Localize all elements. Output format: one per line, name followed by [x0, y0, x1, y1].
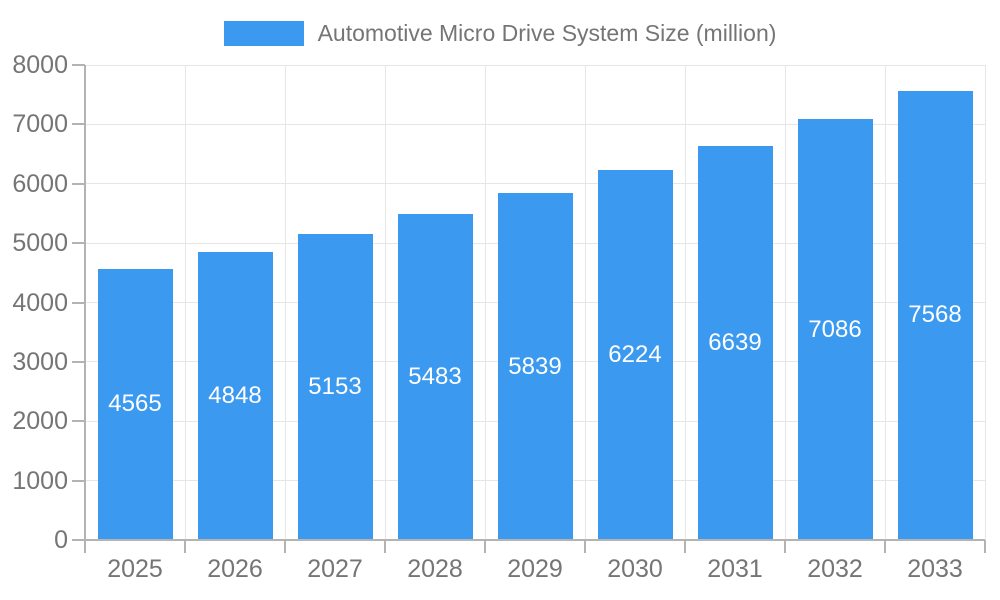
- x-axis-tick: [584, 540, 586, 553]
- bar-value-label: 4565: [108, 390, 162, 418]
- y-axis-tick: [72, 182, 85, 185]
- gridline-horizontal: [85, 183, 985, 185]
- gridline-vertical: [584, 65, 586, 540]
- legend-label: Automotive Micro Drive System Size (mill…: [317, 19, 777, 46]
- bar[interactable]: 5153: [297, 234, 373, 540]
- bar-value-label: 4848: [208, 382, 262, 410]
- bar[interactable]: 4565: [97, 268, 173, 540]
- bar-value-label: 6639: [708, 328, 762, 356]
- x-axis-label: 2025: [107, 555, 163, 583]
- x-axis-label: 2031: [707, 555, 763, 583]
- bar[interactable]: 7568: [897, 90, 973, 540]
- y-axis-tick: [72, 123, 85, 126]
- gridline-vertical: [884, 65, 886, 540]
- gridline-vertical: [784, 65, 786, 540]
- x-axis-tick: [984, 540, 986, 553]
- bar-value-label: 7568: [908, 301, 962, 329]
- bar-value-label: 7086: [808, 315, 862, 343]
- y-axis-label: 8000: [12, 51, 68, 79]
- y-axis-label: 2000: [12, 407, 68, 436]
- bar-value-label: 5483: [408, 363, 462, 391]
- gridline-vertical: [484, 65, 486, 540]
- y-axis-label: 3000: [12, 347, 68, 376]
- gridline-vertical: [184, 65, 186, 540]
- x-axis-tick: [684, 540, 686, 553]
- y-axis-tick: [72, 479, 85, 482]
- x-axis-label: 2029: [507, 555, 563, 583]
- y-axis-label: 7000: [12, 110, 68, 139]
- x-axis-tick: [184, 540, 186, 553]
- x-axis-label: 2030: [607, 555, 663, 583]
- bar[interactable]: 6639: [697, 145, 773, 540]
- y-axis-tick: [72, 420, 85, 423]
- x-axis-tick: [484, 540, 486, 553]
- y-axis-label: 5000: [12, 229, 68, 258]
- bar-value-label: 5839: [508, 352, 562, 380]
- x-axis-tick: [784, 540, 786, 553]
- y-axis-tick: [72, 64, 85, 66]
- bar-value-label: 6224: [608, 341, 662, 369]
- y-axis-label: 6000: [12, 169, 68, 198]
- gridline-vertical: [384, 65, 386, 540]
- gridline-horizontal: [85, 123, 985, 125]
- x-axis-line: [85, 539, 985, 541]
- gridline-horizontal: [85, 64, 985, 66]
- chart-legend[interactable]: Automotive Micro Drive System Size (mill…: [0, 16, 1000, 50]
- y-axis-line: [84, 65, 86, 553]
- bar[interactable]: 7086: [797, 119, 873, 540]
- x-axis-label: 2026: [207, 555, 263, 583]
- legend-swatch: [223, 20, 304, 46]
- x-axis-tick: [384, 540, 386, 553]
- bar[interactable]: 5839: [497, 193, 573, 540]
- gridline-vertical: [284, 65, 286, 540]
- y-axis-tick: [72, 242, 85, 245]
- y-axis-label: 0: [54, 526, 68, 554]
- x-axis-tick: [884, 540, 886, 553]
- bar[interactable]: 4848: [197, 252, 273, 540]
- x-axis-label: 2032: [807, 555, 863, 583]
- y-axis-label: 1000: [12, 466, 68, 495]
- y-axis-tick: [72, 539, 85, 541]
- bar[interactable]: 5483: [397, 214, 473, 540]
- x-axis-label: 2028: [407, 555, 463, 583]
- bar-value-label: 5153: [308, 373, 362, 400]
- y-axis-tick: [72, 301, 85, 304]
- gridline-vertical: [984, 65, 986, 540]
- gridline-vertical: [684, 65, 686, 540]
- x-axis-label: 2033: [907, 555, 963, 583]
- y-axis-tick: [72, 360, 85, 363]
- x-axis-tick: [284, 540, 286, 553]
- bar[interactable]: 6224: [597, 170, 673, 540]
- x-axis-label: 2027: [307, 555, 363, 583]
- y-axis-label: 4000: [12, 288, 68, 317]
